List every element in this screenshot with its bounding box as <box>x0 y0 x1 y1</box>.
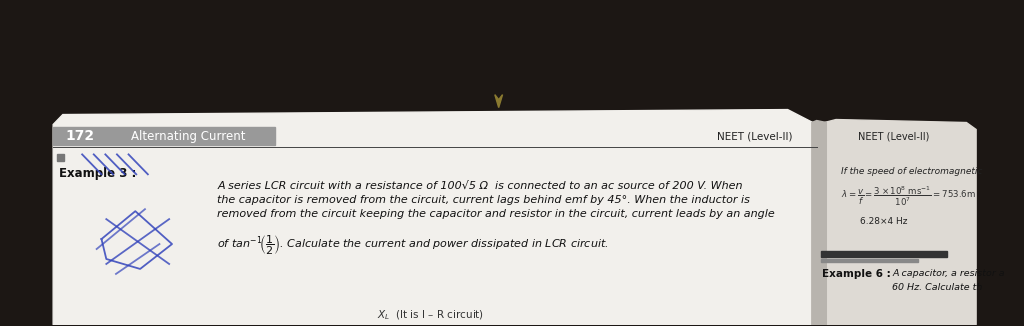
Polygon shape <box>495 95 503 108</box>
Polygon shape <box>53 110 817 325</box>
Polygon shape <box>817 120 976 325</box>
Text: Example 6 :: Example 6 : <box>822 269 891 279</box>
Text: NEET (Level-II): NEET (Level-II) <box>858 131 930 141</box>
Text: Alternating Current: Alternating Current <box>131 130 246 143</box>
Text: the capacitor is removed from the circuit, current lags behind emf by 45°. When : the capacitor is removed from the circui… <box>217 195 751 205</box>
Text: $\lambda=\dfrac{v}{f}=\dfrac{3\times10^8\ \mathrm{ms}^{-1}}{10^7}=753.6\mathrm{m: $\lambda=\dfrac{v}{f}=\dfrac{3\times10^8… <box>841 184 976 208</box>
Polygon shape <box>812 121 826 325</box>
Text: 6.28×4 Hz: 6.28×4 Hz <box>860 217 907 226</box>
Text: NEET (Level-II): NEET (Level-II) <box>717 131 793 141</box>
Text: Example 3 :: Example 3 : <box>59 167 136 180</box>
Text: If the speed of electromagnetic: If the speed of electromagnetic <box>841 167 982 176</box>
Bar <box>821 259 919 262</box>
Bar <box>53 127 275 145</box>
Text: A capacitor, a resistor a: A capacitor, a resistor a <box>892 269 1005 278</box>
Bar <box>821 251 947 257</box>
Text: $X_L$  (It is I – R circuit): $X_L$ (It is I – R circuit) <box>377 309 484 322</box>
Text: 60 Hz. Calculate th: 60 Hz. Calculate th <box>892 283 982 292</box>
Bar <box>57 155 63 161</box>
Text: of tan$^{-1}\!\left(\dfrac{1}{2}\right)$. Calculate the current and power dissip: of tan$^{-1}\!\left(\dfrac{1}{2}\right)$… <box>217 233 609 257</box>
Text: A series LCR circuit with a resistance of 100√5 Ω  is connected to an ac source : A series LCR circuit with a resistance o… <box>217 180 743 190</box>
Text: removed from the circuit keeping the capacitor and resistor in the circuit, curr: removed from the circuit keeping the cap… <box>217 209 775 219</box>
Text: 172: 172 <box>66 129 95 143</box>
